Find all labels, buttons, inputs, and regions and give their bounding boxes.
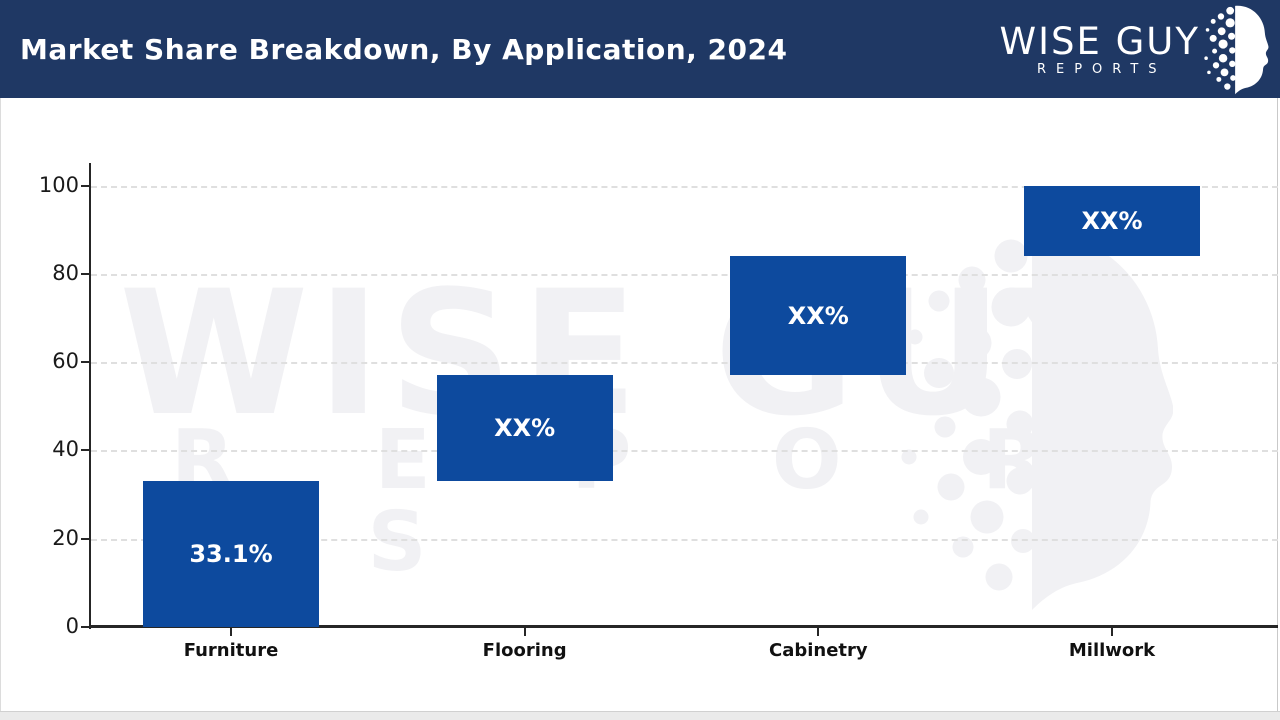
- bar-flooring: XX%: [436, 375, 613, 481]
- brand-subname: REPORTS: [1036, 61, 1167, 77]
- y-tick-mark-100: [81, 184, 89, 187]
- x-tick-mark-millwork: [1111, 628, 1113, 636]
- y-tick-label-60: 60: [52, 349, 79, 374]
- x-category-label-flooring: Flooring: [482, 640, 567, 661]
- watermark-face-icon: [901, 234, 1173, 610]
- gridline-80: [91, 273, 1278, 276]
- y-tick-label-40: 40: [52, 437, 79, 462]
- x-tick-mark-flooring: [523, 628, 526, 636]
- x-tick-mark-furniture: [230, 628, 232, 636]
- gridline-100: [91, 185, 1278, 188]
- gridline-40: [91, 450, 1278, 453]
- y-tick-label-0: 0: [65, 614, 79, 638]
- x-category-label-cabinetry: Cabinetry: [769, 640, 868, 661]
- footer-strip: [0, 711, 1280, 720]
- gridline-60: [91, 362, 1278, 365]
- x-category-label-furniture: Furniture: [183, 640, 279, 661]
- brand-logo-text: WISE GUY REPORTS: [1000, 23, 1200, 76]
- y-tick-mark-40: [81, 449, 89, 452]
- gridline-20: [91, 538, 1278, 541]
- y-tick-mark-80: [81, 272, 89, 275]
- wise-guy-face-icon: [1204, 5, 1269, 95]
- header-bar: Market Share Breakdown, By Application, …: [0, 0, 1280, 98]
- x-axis-line: [89, 625, 1278, 628]
- bar-value-label: 33.1%: [189, 539, 273, 568]
- bar-furniture: 33.1%: [143, 480, 319, 627]
- brand-name: WISE GUY: [999, 19, 1200, 63]
- y-tick-mark-20: [81, 537, 89, 540]
- x-tick-mark-cabinetry: [817, 628, 820, 636]
- y-tick-label-100: 100: [38, 172, 79, 197]
- bar-value-label: XX%: [787, 301, 849, 330]
- y-tick-mark-0: [81, 626, 89, 628]
- bar-cabinetry: XX%: [730, 256, 907, 376]
- bar-value-label: XX%: [1081, 206, 1143, 235]
- y-tick-label-80: 80: [52, 260, 79, 285]
- brand-logo: WISE GUY REPORTS: [1000, 3, 1272, 95]
- y-tick-mark-60: [81, 361, 89, 364]
- bar-value-label: XX%: [494, 414, 556, 443]
- y-tick-label-20: 20: [52, 525, 79, 550]
- plot-area: 0 20 40 60 80 100 33.1% Furniture XX% Flooring XX%…: [1, 98, 1278, 712]
- chart-canvas: WISE GUY R E P O R T S 0 20 40 60 80 100 33.1%…: [0, 98, 1278, 712]
- y-axis-line: [89, 163, 91, 629]
- page-title: Market Share Breakdown, By Application, …: [20, 32, 788, 66]
- x-category-label-millwork: Millwork: [1068, 640, 1156, 661]
- bar-millwork: XX%: [1024, 185, 1200, 257]
